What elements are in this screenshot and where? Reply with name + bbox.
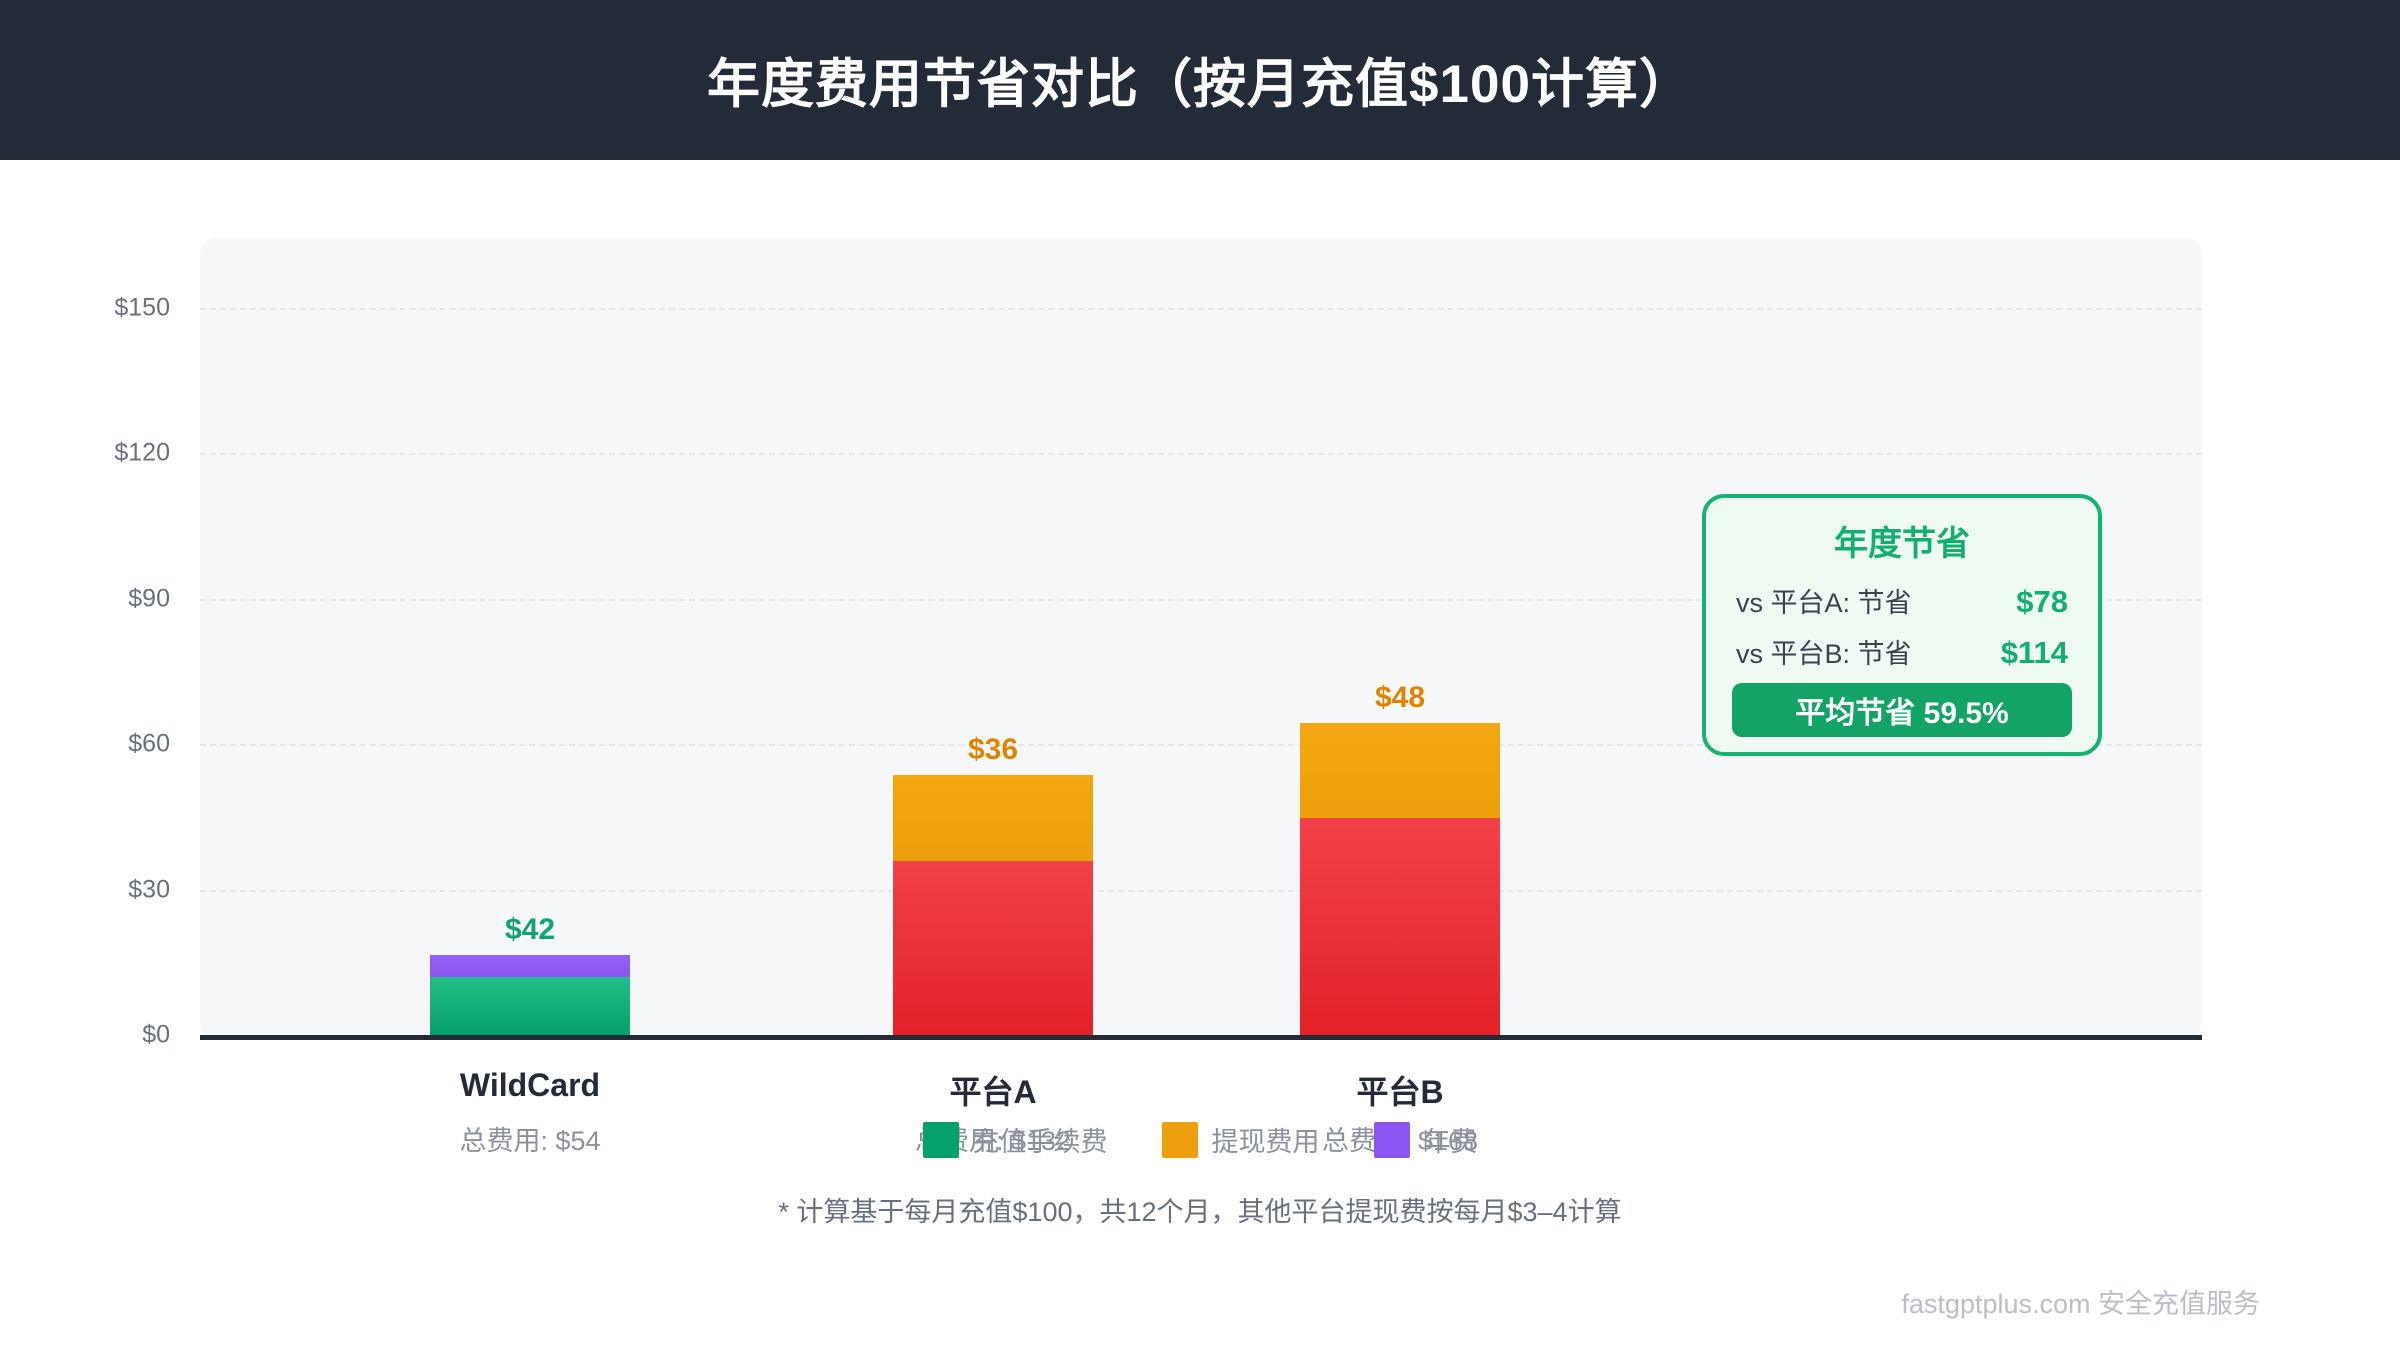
bar-value-label: $48: [1374, 681, 1426, 714]
bar-segment-annual-fee[interactable]: [430, 955, 630, 977]
page-header: 年度费用节省对比（按月充值$100计算）: [0, 0, 2400, 160]
average-savings-pill: 平均节省 59.5%: [1732, 683, 2072, 737]
x-axis-label: 平台A: [949, 1074, 1037, 1110]
gridline: [200, 453, 2202, 456]
average-savings-text: 平均节省 59.5%: [1795, 697, 2009, 730]
y-axis-tick-label: $150: [114, 293, 170, 322]
bar-segment-topup-fee[interactable]: [430, 977, 630, 1035]
bar-segment-other-fee[interactable]: [1300, 818, 1500, 1035]
gridline: [200, 598, 2202, 601]
bar-stack: [893, 775, 1093, 1035]
x-axis-sublabel: 总费用: $132: [914, 1126, 1072, 1156]
y-axis-tick-label: $60: [128, 729, 170, 758]
x-axis-sublabel: 总费用: $54: [459, 1126, 601, 1156]
bar-value-label: $42: [504, 913, 556, 946]
x-axis-label: 平台B: [1356, 1074, 1444, 1110]
bar-value-label: $36: [967, 733, 1019, 766]
savings-row: vs 平台A: 节省 $78: [1732, 581, 2072, 620]
savings-row-label: vs 平台B: 节省: [1736, 639, 1912, 669]
gridline: [200, 889, 2202, 892]
bar-stack: [430, 955, 630, 1035]
bar-segment-withdraw-fee[interactable]: [893, 775, 1093, 861]
savings-row-value: $114: [2000, 635, 2068, 670]
y-axis-tick-label: $90: [128, 584, 170, 613]
savings-row-value: $78: [2016, 584, 2068, 619]
y-axis-tick-label: $120: [114, 438, 170, 467]
bar-segment-withdraw-fee[interactable]: [1300, 723, 1500, 818]
bar-segment-other-fee[interactable]: [893, 861, 1093, 1035]
savings-row: vs 平台B: 节省 $114: [1732, 632, 2072, 671]
chart-container: $0 $30 $60 $90 $120 $150 $42 $36 $48 WildCard 总费…: [0, 160, 2400, 1350]
y-axis-tick-label: $0: [142, 1020, 170, 1049]
watermark: fastgptplus.com 安全充值服务: [1901, 1289, 2260, 1319]
annual-savings-title: 年度节省: [1834, 525, 1970, 563]
page-title: 年度费用节省对比（按月充值$100计算）: [707, 55, 1693, 114]
savings-row-label: vs 平台A: 节省: [1736, 588, 1912, 618]
x-axis-line: [200, 1035, 2202, 1040]
annual-savings-card: 年度节省 vs 平台A: 节省 $78 vs 平台B: 节省 $114 平均节省…: [1702, 494, 2102, 756]
chart-footnote: * 计算基于每月充值$100，共12个月，其他平台提现费按每月$3–4计算: [778, 1197, 1622, 1227]
x-axis-label: WildCard: [459, 1067, 601, 1103]
gridline: [200, 744, 2202, 747]
gridline: [200, 307, 2202, 310]
x-axis-sublabel: 总费用: $168: [1321, 1126, 1479, 1156]
bar-stack: [1300, 723, 1500, 1035]
y-axis-tick-label: $30: [128, 875, 170, 904]
